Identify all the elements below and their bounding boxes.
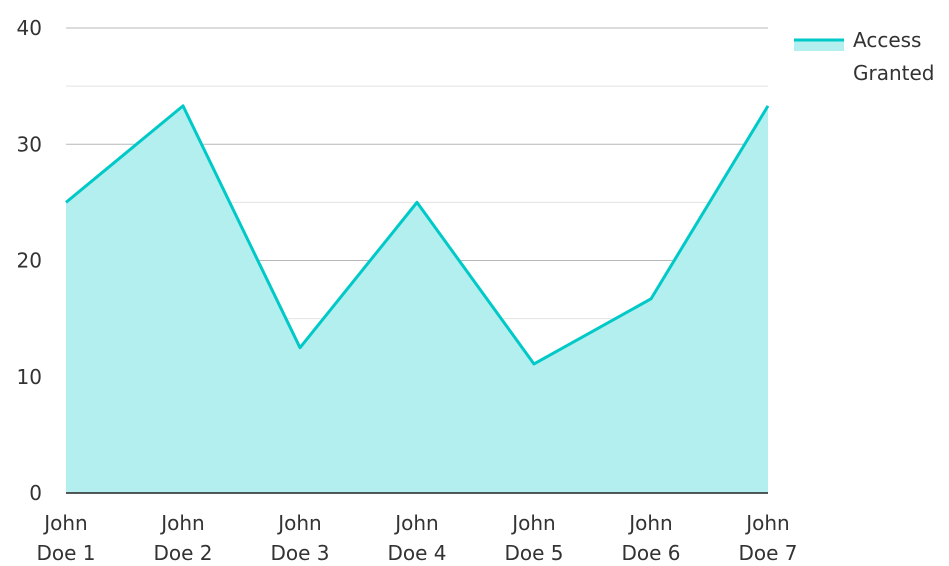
x-tick-label: John Doe 3: [270, 511, 329, 565]
legend: Access Granted: [794, 28, 935, 85]
x-tick-label: John Doe 5: [504, 511, 563, 565]
x-tick-label: John Doe 4: [387, 511, 446, 565]
legend-swatch-fill: [794, 40, 844, 51]
y-tick-label: 0: [29, 481, 42, 505]
y-tick-label: 10: [17, 365, 42, 389]
y-tick-label: 30: [17, 132, 42, 156]
x-tick-label: John Doe 6: [621, 511, 680, 565]
plot-area: [65, 104, 770, 494]
y-tick-label: 20: [17, 249, 42, 273]
legend-label: Access Granted: [853, 28, 935, 85]
y-tick-label: 40: [17, 16, 42, 40]
y-axis-ticks: 0 10 20 30 40: [17, 16, 42, 505]
x-axis-ticks: John Doe 1 John Doe 2 John Doe 3 John Doe 4 John…: [36, 511, 797, 565]
x-tick-label: John Doe 7: [738, 511, 797, 565]
area-fill: [66, 105, 768, 493]
x-tick-label: John Doe 1: [36, 511, 95, 565]
x-tick-label: John Doe 2: [153, 511, 212, 565]
